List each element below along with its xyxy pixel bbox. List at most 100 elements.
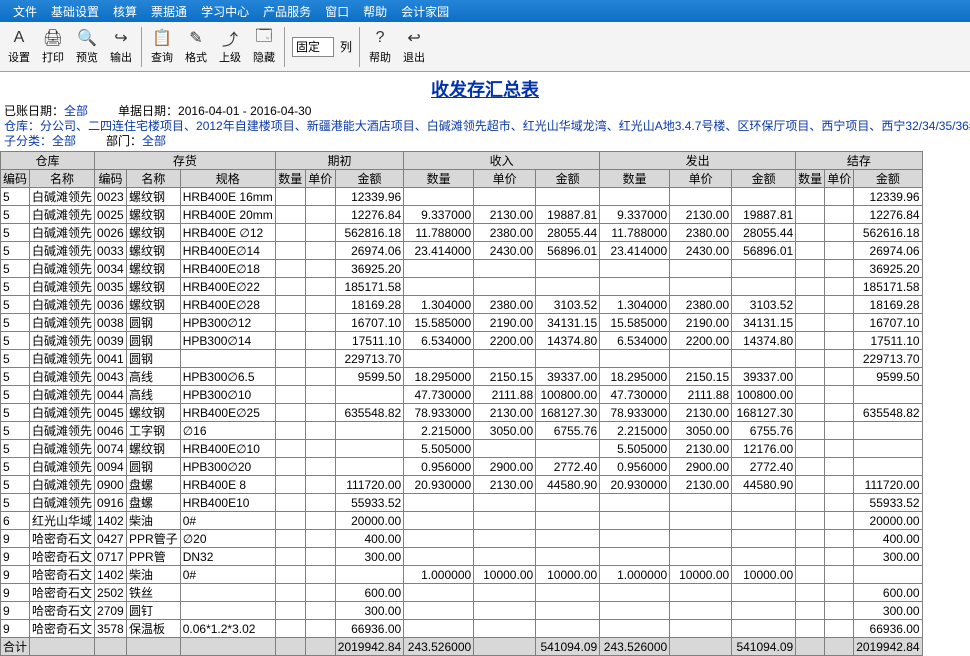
- menu-item[interactable]: 窗口: [318, 3, 356, 20]
- toolbar-button[interactable]: ⤴上级: [213, 23, 247, 71]
- cell: [536, 494, 600, 512]
- toolbar-button[interactable]: 📋查询: [145, 23, 179, 71]
- cell: 5: [1, 404, 30, 422]
- cell: [825, 368, 854, 386]
- cell: [275, 386, 305, 404]
- cell: 螺纹钢: [127, 188, 181, 206]
- table-row[interactable]: 5白碱滩领先0025螺纹钢HRB400E 20mm12276.849.33700…: [1, 206, 923, 224]
- cell: 白碱滩领先: [30, 386, 95, 404]
- group-header[interactable]: 存货: [95, 152, 276, 170]
- table-row[interactable]: 5白碱滩领先0033螺纹钢HRB400E∅1426974.0623.414000…: [1, 242, 923, 260]
- table-row[interactable]: 5白碱滩领先0074螺纹钢HRB400E∅105.5050005.5050002…: [1, 440, 923, 458]
- table-row[interactable]: 5白碱滩领先0045螺纹钢HRB400E∅25635548.8278.93300…: [1, 404, 923, 422]
- column-header[interactable]: 单价: [474, 170, 536, 188]
- report-grid[interactable]: 仓库存货期初收入发出结存编码名称编码名称规格数量单价金额数量单价金额数量单价金额…: [0, 151, 923, 656]
- menu-item[interactable]: 核算: [106, 3, 144, 20]
- total-cell: [30, 638, 95, 656]
- cell: 2130.00: [670, 206, 732, 224]
- toolbar-button[interactable]: ↩退出: [397, 23, 431, 71]
- column-header[interactable]: 规格: [180, 170, 275, 188]
- column-header[interactable]: 金额: [335, 170, 403, 188]
- menu-item[interactable]: 票据通: [144, 3, 194, 20]
- column-header[interactable]: 金额: [854, 170, 922, 188]
- cell: 0033: [95, 242, 127, 260]
- cell: 562816.18: [335, 224, 403, 242]
- table-row[interactable]: 9哈密奇石文0717PPR管DN32300.00300.00: [1, 548, 923, 566]
- table-row[interactable]: 5白碱滩领先0043高线HPB300∅6.59599.5018.29500021…: [1, 368, 923, 386]
- toolbar-button[interactable]: ↪输出: [104, 23, 138, 71]
- cell: 111720.00: [854, 476, 922, 494]
- menu-item[interactable]: 帮助: [356, 3, 394, 20]
- column-header[interactable]: 编码: [95, 170, 127, 188]
- menu-item[interactable]: 产品服务: [256, 3, 318, 20]
- table-row[interactable]: 5白碱滩领先0044高线HPB300∅1047.7300002111.88100…: [1, 386, 923, 404]
- group-header[interactable]: 发出: [600, 152, 796, 170]
- table-row[interactable]: 5白碱滩领先0039圆钢HPB300∅1417511.106.534000220…: [1, 332, 923, 350]
- column-header[interactable]: 数量: [796, 170, 825, 188]
- table-row[interactable]: 5白碱滩领先0034螺纹钢HRB400E∅1836925.2036925.20: [1, 260, 923, 278]
- toolbar-button[interactable]: ?帮助: [363, 23, 397, 71]
- cell: 2900.00: [670, 458, 732, 476]
- 退出-icon: ↩: [404, 28, 424, 48]
- cell: 5: [1, 332, 30, 350]
- column-header[interactable]: 金额: [536, 170, 600, 188]
- toolbar-button[interactable]: A设置: [2, 23, 36, 71]
- cell: [732, 620, 796, 638]
- menu-item[interactable]: 学习中心: [194, 3, 256, 20]
- group-header[interactable]: 仓库: [1, 152, 95, 170]
- cell: 2111.88: [474, 386, 536, 404]
- toolbar-button[interactable]: 🗔隐藏: [247, 23, 281, 71]
- toolbar-button[interactable]: 🖨打印: [36, 23, 70, 71]
- group-header[interactable]: 结存: [796, 152, 922, 170]
- toolbar-button-label: 输出: [110, 49, 132, 65]
- table-row[interactable]: 5白碱滩领先0035螺纹钢HRB400E∅22185171.58185171.5…: [1, 278, 923, 296]
- toolbar-button[interactable]: 🔍预览: [70, 23, 104, 71]
- column-header[interactable]: 单价: [825, 170, 854, 188]
- menu-item[interactable]: 会计家园: [394, 3, 456, 20]
- lock-input[interactable]: [292, 37, 334, 57]
- table-row[interactable]: 5白碱滩领先0094圆钢HPB300∅200.9560002900.002772…: [1, 458, 923, 476]
- cell: HRB400E∅25: [180, 404, 275, 422]
- cell: 2130.00: [474, 476, 536, 494]
- cell: 2709: [95, 602, 127, 620]
- cell: 39337.00: [732, 368, 796, 386]
- table-row[interactable]: 5白碱滩领先0046工字钢∅162.2150003050.006755.762.…: [1, 422, 923, 440]
- column-header[interactable]: 数量: [275, 170, 305, 188]
- table-row[interactable]: 9哈密奇石文0427PPR管子∅20400.00400.00: [1, 530, 923, 548]
- column-header[interactable]: 单价: [305, 170, 335, 188]
- table-row[interactable]: 5白碱滩领先0023螺纹钢HRB400E 16mm12339.9612339.9…: [1, 188, 923, 206]
- column-header[interactable]: 名称: [30, 170, 95, 188]
- table-row[interactable]: 9哈密奇石文2502铁丝600.00600.00: [1, 584, 923, 602]
- table-row[interactable]: 5白碱滩领先0916盘螺HRB400E1055933.5255933.52: [1, 494, 923, 512]
- cell: 哈密奇石文: [30, 602, 95, 620]
- table-row[interactable]: 5白碱滩领先0038圆钢HPB300∅1216707.1015.58500021…: [1, 314, 923, 332]
- cell: 2190.00: [670, 314, 732, 332]
- total-cell: 2019942.84: [335, 638, 403, 656]
- column-header[interactable]: 数量: [600, 170, 670, 188]
- cell: [404, 512, 474, 530]
- table-row[interactable]: 6红光山华域1402柴油0#20000.0020000.00: [1, 512, 923, 530]
- toolbar-button-label: 帮助: [369, 49, 391, 65]
- cell: [305, 476, 335, 494]
- table-row[interactable]: 5白碱滩领先0036螺纹钢HRB400E∅2818169.281.3040002…: [1, 296, 923, 314]
- table-row[interactable]: 5白碱滩领先0026螺纹钢HRB400E ∅12562816.1811.7880…: [1, 224, 923, 242]
- table-row[interactable]: 5白碱滩领先0041圆钢229713.70229713.70: [1, 350, 923, 368]
- menu-item[interactable]: 文件: [6, 3, 44, 20]
- table-row[interactable]: 9哈密奇石文1402柴油0#1.00000010000.0010000.001.…: [1, 566, 923, 584]
- cell: [305, 584, 335, 602]
- cell: [600, 602, 670, 620]
- group-header[interactable]: 收入: [404, 152, 600, 170]
- column-header[interactable]: 金额: [732, 170, 796, 188]
- column-header[interactable]: 编码: [1, 170, 30, 188]
- cell: 哈密奇石文: [30, 566, 95, 584]
- table-row[interactable]: 9哈密奇石文3578保温板0.06*1.2*3.0266936.0066936.…: [1, 620, 923, 638]
- cell: 圆钢: [127, 458, 181, 476]
- column-header[interactable]: 数量: [404, 170, 474, 188]
- group-header[interactable]: 期初: [275, 152, 403, 170]
- table-row[interactable]: 5白碱滩领先0900盘螺HRB400E 8111720.0020.9300002…: [1, 476, 923, 494]
- toolbar-button[interactable]: ✎格式: [179, 23, 213, 71]
- menu-item[interactable]: 基础设置: [44, 3, 106, 20]
- table-row[interactable]: 9哈密奇石文2709圆钉300.00300.00: [1, 602, 923, 620]
- column-header[interactable]: 名称: [127, 170, 181, 188]
- column-header[interactable]: 单价: [670, 170, 732, 188]
